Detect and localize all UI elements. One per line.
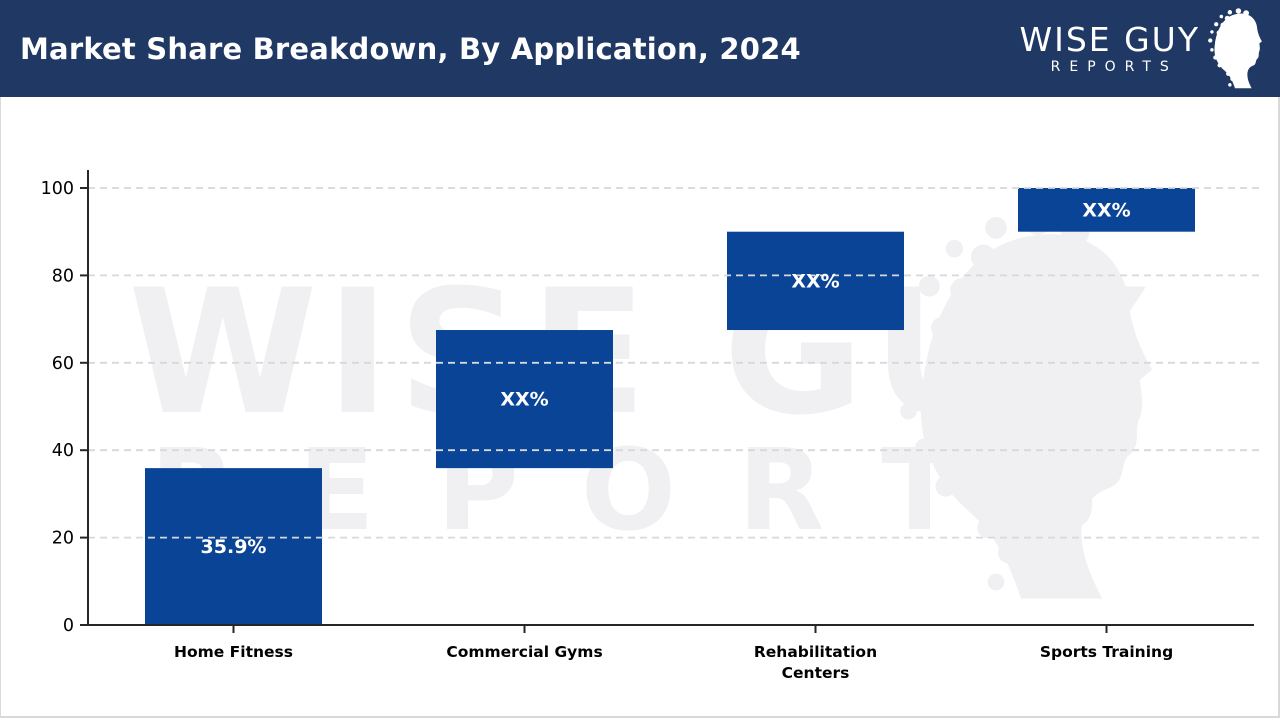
y-tick-label: 0 [63,616,74,636]
x-category-label: Rehabilitation [754,643,877,661]
x-category-label: Centers [782,664,850,682]
bar-segment [145,468,322,625]
brand-subtitle-text: REPORTS [1050,59,1178,75]
y-tick-label: 20 [52,529,74,549]
page-edge-bottom [0,716,1280,718]
wiseguy-face-icon [1208,7,1262,88]
brand-name-text: WISE GUY [1019,20,1200,59]
brand-wordmark: WISE GUY REPORTS [1019,23,1200,74]
x-category-label: Commercial Gyms [446,643,602,661]
bar-value-label: XX% [500,389,548,411]
page-edge-right [1278,97,1280,717]
y-tick-label: 40 [52,441,74,461]
x-category-label: Sports Training [1040,643,1173,661]
brand-logo: WISE GUY REPORTS [1019,7,1280,90]
y-tick-label: 100 [41,179,74,199]
bar-value-label: XX% [791,270,839,292]
bar-value-label: XX% [1082,199,1130,221]
chart-region: WISE GUY REPORTS 0 20 40 60 80 100 Home Fitnes… [0,97,1280,720]
bar-segment [436,330,613,469]
bar-segment [1018,188,1195,232]
x-category-label: Home Fitness [174,643,293,661]
waterfall-chart: 0 20 40 60 80 100 Home Fitness Commercial Gyms R… [41,170,1262,682]
y-tick-label: 80 [52,266,74,286]
y-tick-label: 60 [52,354,74,374]
report-title: Market Share Breakdown, By Application, … [20,31,801,66]
report-header: Market Share Breakdown, By Application, … [0,0,1280,97]
bar-value-label: 35.9% [201,536,267,558]
bar-segment [727,231,904,331]
page-edge-left [0,97,1,717]
